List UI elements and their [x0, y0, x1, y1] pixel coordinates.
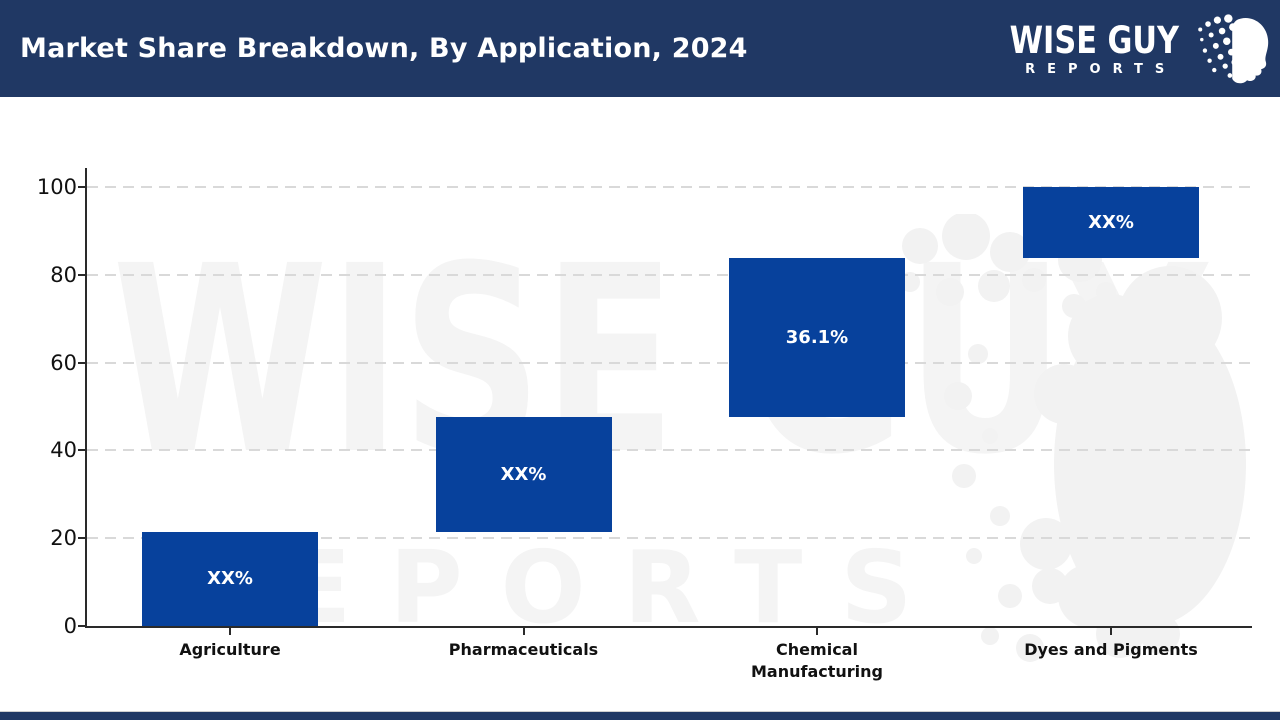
bar-value-label-3: XX%: [1088, 212, 1134, 234]
y-tick-label-80: 80: [50, 262, 77, 287]
bar-segment-2: 36.1%: [729, 258, 905, 417]
gridline-20: [87, 537, 1252, 540]
x-tick-mark-0: [229, 628, 231, 635]
bar-segment-1: XX%: [435, 416, 612, 532]
y-tick-label-0: 0: [63, 614, 77, 638]
y-tick-mark-40: [78, 449, 86, 452]
y-tick-mark-60: [78, 361, 86, 364]
x-axis-spine: [85, 626, 1252, 628]
gridline-40: [87, 449, 1252, 452]
bar-value-label-1: XX%: [500, 463, 547, 485]
gridline-100: [87, 186, 1252, 188]
bar-value-label-0: XX%: [207, 568, 253, 590]
x-tick-mark-2: [816, 628, 818, 635]
wise-guy-reports-logo: WISE GUY REPORTS: [1010, 6, 1272, 92]
logo-subtitle: REPORTS: [1025, 61, 1177, 77]
y-tick-mark-80: [78, 273, 86, 276]
x-category-label-0: Agriculture: [179, 640, 281, 659]
y-tick-mark-20: [78, 537, 86, 540]
watermark-face-dots: [900, 214, 1246, 662]
footer-bar: [0, 711, 1280, 720]
header-bar: Market Share Breakdown, By Application, …: [0, 0, 1280, 97]
y-axis-spine: [85, 168, 87, 628]
bar-segment-0: XX%: [142, 531, 318, 626]
y-tick-label-40: 40: [50, 438, 77, 463]
logo-wordmark: WISE GUY: [1009, 18, 1180, 62]
gridline-80: [87, 273, 1252, 276]
y-tick-mark-100: [78, 186, 86, 188]
x-category-label-3: Dyes and Pigments: [1024, 640, 1198, 659]
x-category-label-1: Pharmaceuticals: [448, 640, 599, 659]
logo-text: WISE GUY REPORTS: [991, 22, 1198, 77]
bar-segment-3: XX%: [1023, 187, 1199, 259]
logo-face-icon: [1198, 14, 1269, 84]
x-category-label-2: Chemical Manufacturing: [751, 640, 883, 681]
bar-value-label-2: 36.1%: [785, 326, 849, 348]
chart-title: Market Share Breakdown, By Application, …: [20, 33, 748, 64]
gridline-60: [87, 361, 1252, 364]
y-tick-mark-0: [78, 625, 86, 627]
x-tick-mark-3: [1110, 628, 1112, 635]
x-tick-mark-1: [522, 628, 525, 635]
y-tick-label-20: 20: [50, 526, 77, 551]
y-tick-label-60: 60: [50, 350, 77, 375]
y-tick-label-100: 100: [36, 175, 77, 199]
